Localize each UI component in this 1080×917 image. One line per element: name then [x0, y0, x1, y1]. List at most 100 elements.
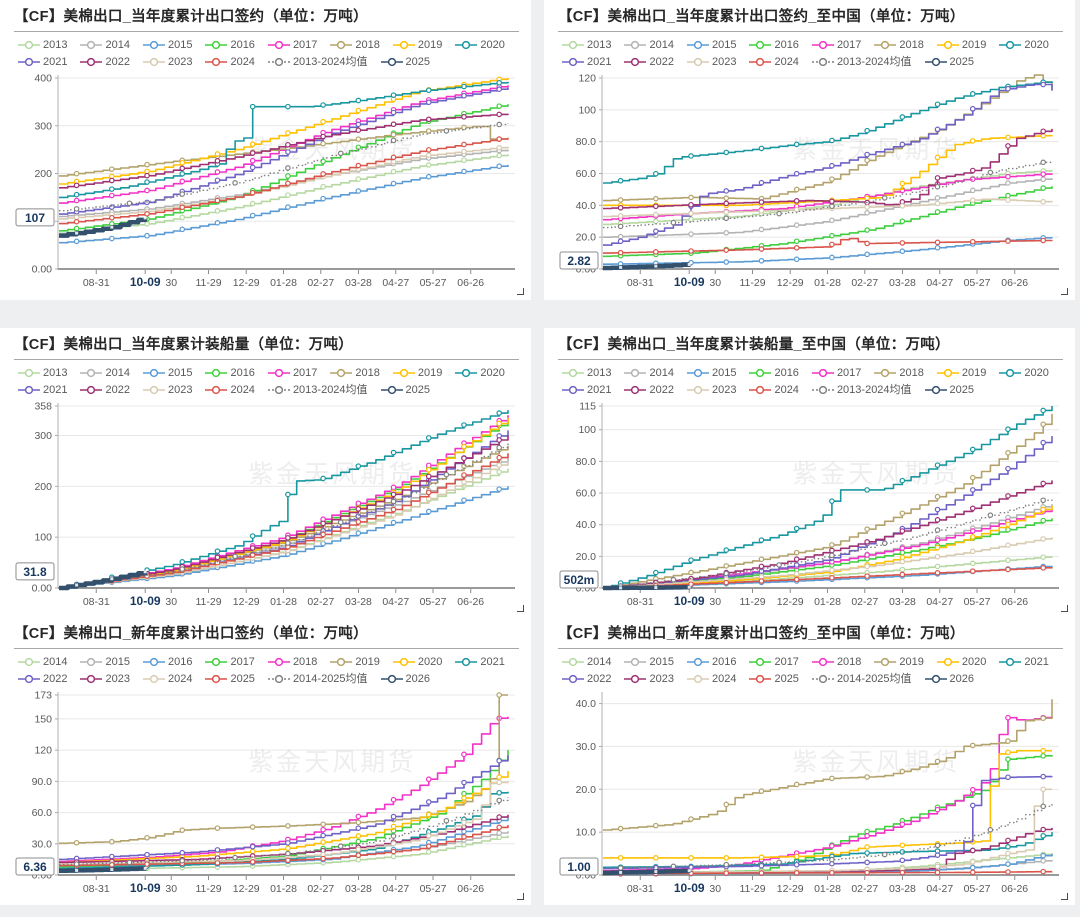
resize-handle-icon[interactable] [517, 893, 524, 900]
series-2017[interactable] [59, 415, 509, 589]
legend-item-2021[interactable]: 2021 [455, 654, 505, 670]
legend-item-2018[interactable]: 2018 [874, 37, 924, 53]
series-2013[interactable] [603, 168, 1053, 227]
resize-handle-icon[interactable] [517, 605, 524, 612]
legend-item-2016[interactable]: 2016 [749, 37, 799, 53]
legend-item-2025[interactable]: 2025 [205, 671, 255, 687]
legend-item-2015[interactable]: 2015 [686, 365, 736, 381]
legend-item-2013-2024均值[interactable]: 2013-2024均值 [267, 54, 368, 70]
series-2014[interactable] [603, 176, 1053, 240]
resize-handle-icon[interactable] [1061, 893, 1068, 900]
legend-item-2014[interactable]: 2014 [562, 654, 611, 670]
series-2022[interactable] [603, 128, 1053, 211]
legend-item-2019[interactable]: 2019 [936, 37, 986, 53]
legend-item-2023[interactable]: 2023 [142, 54, 192, 70]
legend-item-2021[interactable]: 2021 [562, 54, 611, 70]
legend-item-2024[interactable]: 2024 [749, 382, 799, 398]
series-2025[interactable] [603, 262, 692, 271]
legend-item-2023[interactable]: 2023 [142, 382, 192, 398]
legend-item-2017[interactable]: 2017 [205, 654, 255, 670]
legend-item-2023[interactable]: 2023 [686, 382, 736, 398]
legend-item-2013[interactable]: 2013 [562, 37, 611, 53]
legend-item-2021[interactable]: 2021 [18, 382, 67, 398]
legend-item-2019[interactable]: 2019 [874, 654, 924, 670]
legend-item-2013[interactable]: 2013 [562, 365, 611, 381]
legend-item-2019[interactable]: 2019 [330, 654, 380, 670]
legend-item-2013-2024均值[interactable]: 2013-2024均值 [267, 382, 368, 398]
legend-item-2015[interactable]: 2015 [142, 365, 192, 381]
series-2020[interactable] [59, 410, 509, 589]
legend-item-2025[interactable]: 2025 [380, 382, 430, 398]
legend-item-2022[interactable]: 2022 [562, 671, 611, 687]
series-2025[interactable] [59, 570, 148, 591]
legend-item-2026[interactable]: 2026 [924, 671, 974, 687]
series-2013-2024均值[interactable] [603, 497, 1053, 589]
legend-item-2024[interactable]: 2024 [205, 382, 255, 398]
legend-item-2017[interactable]: 2017 [811, 365, 861, 381]
legend-item-2015[interactable]: 2015 [80, 654, 130, 670]
series-2022[interactable] [59, 435, 509, 589]
legend-item-2023[interactable]: 2023 [686, 54, 736, 70]
legend-item-2017[interactable]: 2017 [749, 654, 799, 670]
series-2024[interactable] [59, 779, 509, 867]
legend-item-2025[interactable]: 2025 [924, 382, 974, 398]
series-2024[interactable] [59, 136, 509, 225]
series-2026[interactable] [59, 866, 148, 874]
series-2014-2025均值[interactable] [59, 797, 509, 867]
legend-item-2018[interactable]: 2018 [330, 365, 380, 381]
legend-item-2013-2024均值[interactable]: 2013-2024均值 [811, 54, 912, 70]
resize-handle-icon[interactable] [517, 288, 524, 295]
resize-handle-icon[interactable] [1061, 605, 1068, 612]
legend-item-2020[interactable]: 2020 [936, 654, 986, 670]
series-2024[interactable] [603, 237, 1053, 256]
legend-item-2017[interactable]: 2017 [811, 37, 861, 53]
legend-item-2016[interactable]: 2016 [205, 37, 255, 53]
legend-item-2015[interactable]: 2015 [686, 37, 736, 53]
legend-item-2014[interactable]: 2014 [80, 37, 130, 53]
legend-item-2014-2025均值[interactable]: 2014-2025均值 [811, 671, 912, 687]
series-2026[interactable] [603, 868, 692, 876]
legend-item-2025[interactable]: 2025 [924, 54, 974, 70]
series-2019[interactable] [59, 417, 509, 589]
legend-item-2024[interactable]: 2024 [686, 671, 736, 687]
series-2017[interactable] [603, 171, 1053, 222]
legend-item-2016[interactable]: 2016 [749, 365, 799, 381]
series-2020[interactable] [59, 79, 509, 199]
legend-item-2017[interactable]: 2017 [267, 365, 317, 381]
legend-item-2020[interactable]: 2020 [455, 365, 505, 381]
legend-item-2019[interactable]: 2019 [392, 37, 442, 53]
legend-item-2020[interactable]: 2020 [999, 365, 1049, 381]
series-2020[interactable] [603, 79, 1053, 184]
legend-item-2023[interactable]: 2023 [624, 671, 674, 687]
legend-item-2016[interactable]: 2016 [142, 654, 192, 670]
legend-item-2014[interactable]: 2014 [624, 37, 674, 53]
series-2025[interactable] [59, 216, 148, 238]
series-2018[interactable] [603, 413, 1053, 589]
series-2019[interactable] [603, 699, 1053, 832]
legend-item-2016[interactable]: 2016 [205, 365, 255, 381]
legend-item-2017[interactable]: 2017 [267, 37, 317, 53]
series-2013-2024均值[interactable] [59, 121, 509, 212]
series-2020[interactable] [603, 747, 1052, 861]
legend-item-2020[interactable]: 2020 [455, 37, 505, 53]
legend-item-2023[interactable]: 2023 [80, 671, 130, 687]
legend-item-2015[interactable]: 2015 [624, 654, 674, 670]
series-2013-2024均值[interactable] [603, 159, 1053, 230]
legend-item-2022[interactable]: 2022 [624, 382, 674, 398]
legend-item-2014[interactable]: 2014 [18, 654, 67, 670]
legend-item-2019[interactable]: 2019 [392, 365, 442, 381]
series-2022[interactable] [59, 111, 509, 189]
legend-item-2013[interactable]: 2013 [18, 37, 67, 53]
legend-item-2014[interactable]: 2014 [80, 365, 130, 381]
series-2021[interactable] [59, 86, 509, 215]
legend-item-2026[interactable]: 2026 [380, 671, 430, 687]
legend-item-2013-2024均值[interactable]: 2013-2024均值 [811, 382, 912, 398]
resize-handle-icon[interactable] [1061, 288, 1068, 295]
legend-item-2016[interactable]: 2016 [686, 654, 736, 670]
legend-item-2025[interactable]: 2025 [749, 671, 799, 687]
legend-item-2015[interactable]: 2015 [142, 37, 192, 53]
legend-item-2022[interactable]: 2022 [18, 671, 67, 687]
legend-item-2014-2025均值[interactable]: 2014-2025均值 [267, 671, 368, 687]
series-2024[interactable] [603, 786, 1052, 876]
series-2022[interactable] [59, 755, 509, 862]
